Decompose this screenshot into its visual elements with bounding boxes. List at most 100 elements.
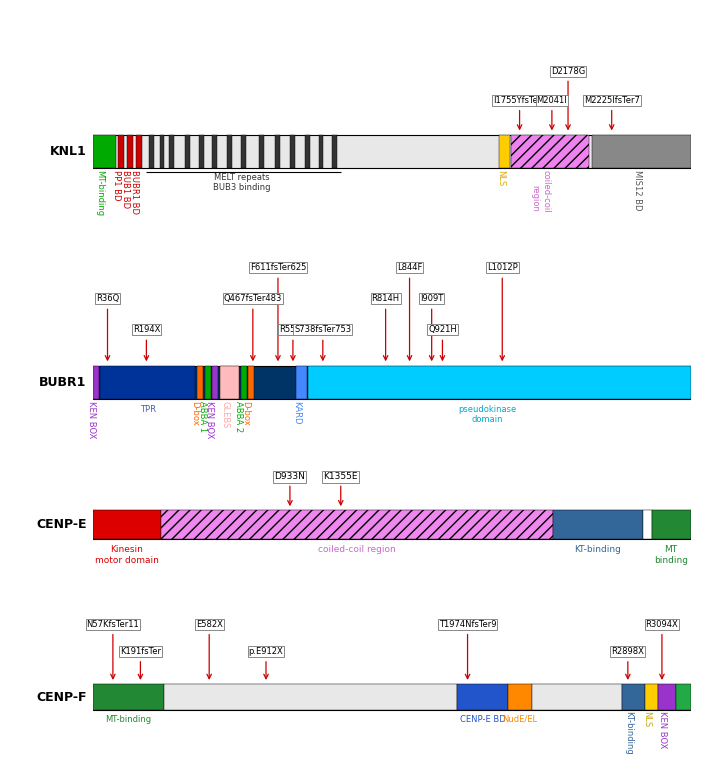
Bar [93, 367, 691, 399]
Text: NLS: NLS [642, 711, 651, 728]
Bar [164, 685, 457, 710]
Text: R36Q: R36Q [96, 294, 119, 303]
Bar [93, 685, 164, 710]
Text: KARD: KARD [293, 401, 301, 424]
Text: KEN BOX: KEN BOX [205, 401, 214, 438]
Bar [643, 510, 651, 539]
Text: S738fsTer753: S738fsTer753 [294, 325, 352, 335]
Bar [241, 367, 247, 399]
Bar [275, 135, 280, 168]
Text: GLEBS: GLEBS [221, 401, 229, 428]
Text: NudE/EL: NudE/EL [503, 714, 538, 724]
Bar [205, 367, 211, 399]
Bar [93, 510, 162, 539]
Bar [511, 135, 589, 168]
Bar [159, 135, 164, 168]
Bar [162, 510, 553, 539]
Text: p.E912X: p.E912X [248, 647, 283, 657]
Text: Q467fsTer483: Q467fsTer483 [224, 294, 282, 303]
Bar [308, 367, 691, 399]
Bar [150, 135, 155, 168]
Bar [296, 367, 307, 399]
Bar [592, 135, 691, 168]
Text: D2178G: D2178G [551, 66, 585, 76]
Bar [259, 135, 263, 168]
Bar [319, 135, 323, 168]
Text: MT-binding: MT-binding [105, 714, 152, 724]
Bar [212, 135, 217, 168]
Bar [93, 685, 691, 710]
Bar [532, 685, 622, 710]
Bar [212, 367, 218, 399]
Text: KT-binding: KT-binding [575, 545, 622, 554]
Bar [199, 135, 204, 168]
Text: R2898X: R2898X [612, 647, 644, 657]
Text: ABBA 1: ABBA 1 [198, 401, 206, 432]
Text: D-box: D-box [241, 401, 250, 426]
Text: KEN BOX: KEN BOX [87, 401, 95, 438]
Text: ABBA 2: ABBA 2 [234, 401, 243, 432]
Bar [457, 685, 508, 710]
Text: pseudokinase
domain: pseudokinase domain [458, 405, 516, 424]
Bar [227, 135, 232, 168]
Bar [651, 510, 691, 539]
Bar [197, 367, 203, 399]
Bar [332, 135, 337, 168]
Bar [305, 135, 310, 168]
Text: R550Q: R550Q [279, 325, 307, 335]
Bar [185, 135, 190, 168]
Text: MT
binding: MT binding [654, 545, 688, 565]
Text: I1755YfsTer2: I1755YfsTer2 [493, 96, 546, 105]
Text: K191fsTer: K191fsTer [120, 647, 161, 657]
Text: D933N: D933N [275, 473, 305, 481]
Text: NLS: NLS [496, 169, 505, 186]
Text: M2225IfsTer7: M2225IfsTer7 [584, 96, 639, 105]
Bar [508, 685, 532, 710]
Text: BUB1 BD: BUB1 BD [120, 169, 130, 207]
Text: coiled-coil
region: coiled-coil region [530, 169, 550, 212]
Text: R814H: R814H [372, 294, 399, 303]
Text: T1974NfsTer9: T1974NfsTer9 [439, 620, 496, 629]
Bar [100, 367, 195, 399]
Text: L844F: L844F [397, 263, 422, 272]
Bar [127, 135, 132, 168]
Text: PP1 BD: PP1 BD [112, 169, 121, 200]
Text: KNL1: KNL1 [50, 145, 87, 158]
Text: D-box: D-box [190, 401, 199, 426]
Bar [93, 367, 98, 399]
Bar [241, 135, 246, 168]
Bar [93, 135, 691, 168]
Text: BUBR1 BD: BUBR1 BD [130, 169, 139, 214]
Bar [658, 685, 676, 710]
Text: KT-binding: KT-binding [624, 711, 633, 755]
Text: Kinesin
motor domain: Kinesin motor domain [95, 545, 159, 565]
Text: I909T: I909T [420, 294, 444, 303]
Text: CENP-F: CENP-F [36, 691, 87, 704]
Text: K1355E: K1355E [323, 473, 358, 481]
Text: R3094X: R3094X [646, 620, 679, 629]
Text: coiled-coil region: coiled-coil region [318, 545, 396, 554]
Text: E582X: E582X [196, 620, 223, 629]
Bar [118, 135, 125, 168]
Bar [553, 510, 643, 539]
Text: R194X: R194X [132, 325, 160, 335]
Bar [248, 367, 254, 399]
Bar [676, 685, 691, 710]
Bar [135, 135, 142, 168]
Text: L1012P: L1012P [487, 263, 518, 272]
Text: MIS12 BD: MIS12 BD [632, 169, 642, 210]
Text: MELT repeats
BUB3 binding: MELT repeats BUB3 binding [214, 173, 271, 192]
Text: F611fsTer625: F611fsTer625 [250, 263, 306, 272]
Text: KEN BOX: KEN BOX [658, 711, 666, 749]
Bar [290, 135, 295, 168]
Text: CENP-E BD: CENP-E BD [460, 714, 506, 724]
Bar [220, 367, 239, 399]
Bar [644, 685, 658, 710]
Bar [169, 135, 174, 168]
Text: TPR: TPR [140, 405, 156, 413]
Text: N57KfsTer11: N57KfsTer11 [87, 620, 140, 629]
Bar [93, 510, 691, 539]
Text: M2041I: M2041I [537, 96, 567, 105]
Text: MT-binding: MT-binding [95, 169, 105, 216]
Text: BUBR1: BUBR1 [39, 376, 87, 389]
